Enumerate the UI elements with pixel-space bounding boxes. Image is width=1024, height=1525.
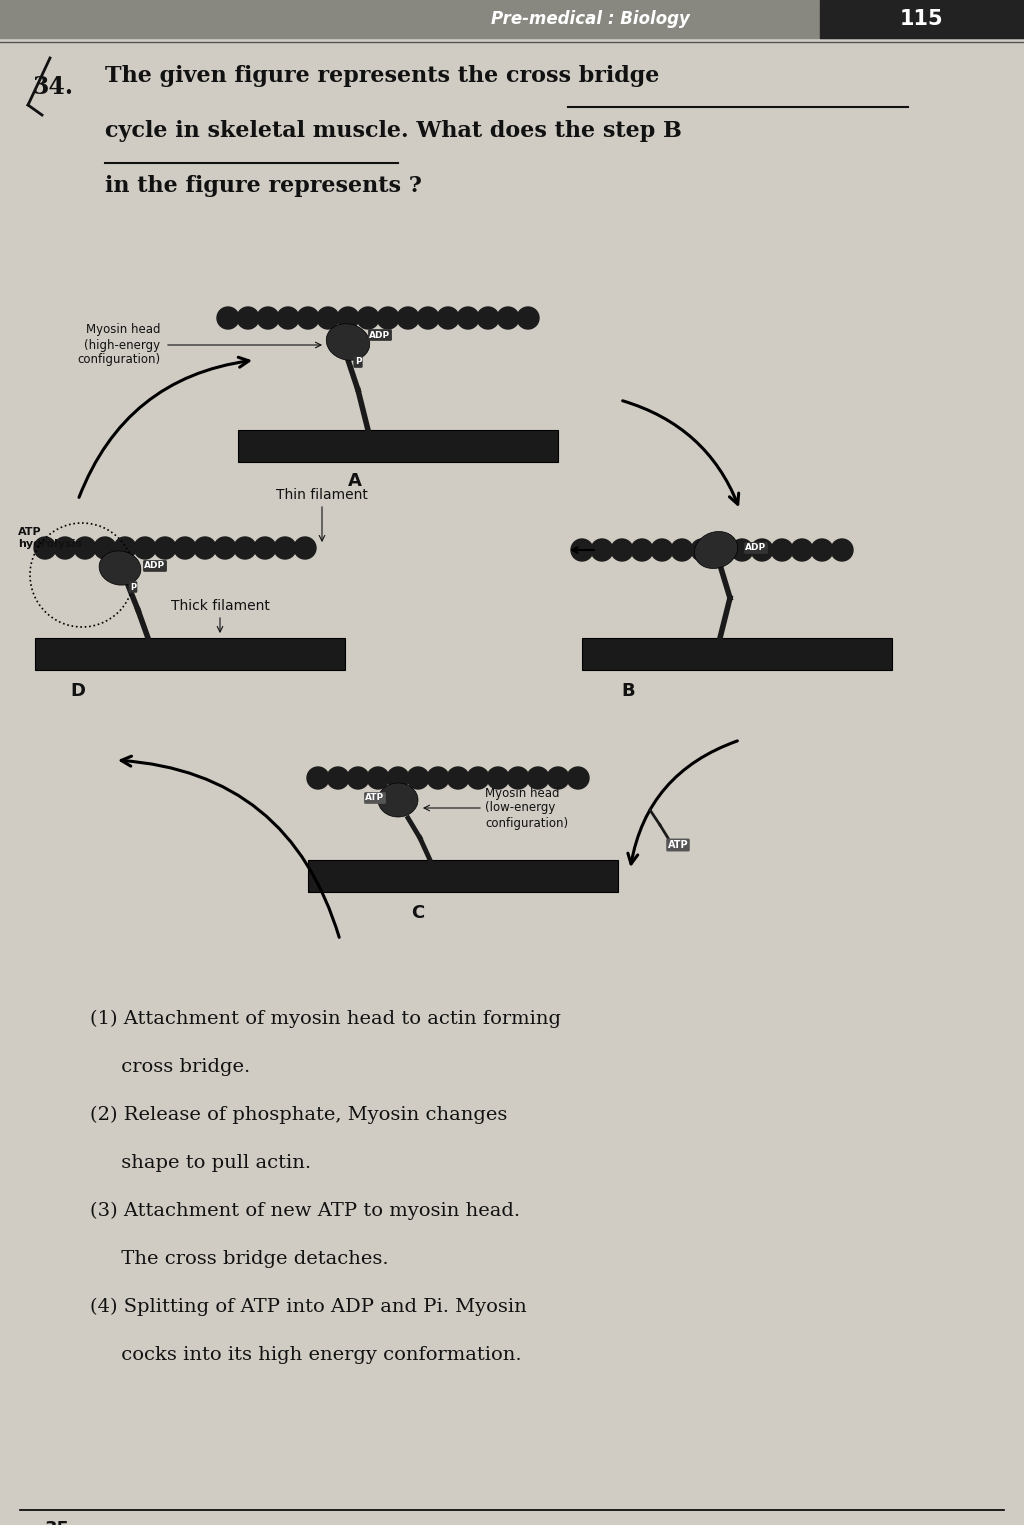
Ellipse shape (694, 532, 737, 569)
Text: (2) Release of phosphate, Myosin changes: (2) Release of phosphate, Myosin changes (90, 1106, 507, 1124)
Circle shape (114, 537, 136, 560)
Circle shape (367, 767, 389, 788)
Bar (238, 430, 558, 462)
Circle shape (507, 767, 529, 788)
Circle shape (94, 537, 116, 560)
Circle shape (417, 307, 439, 329)
Text: Myosin head
(high-energy
configuration): Myosin head (high-energy configuration) (77, 323, 160, 366)
Circle shape (771, 538, 793, 561)
Circle shape (327, 767, 349, 788)
Circle shape (337, 307, 359, 329)
Text: in the figure represents ?: in the figure represents ? (105, 175, 422, 197)
Circle shape (254, 537, 276, 560)
Circle shape (377, 307, 399, 329)
Bar (582, 637, 892, 669)
Circle shape (194, 537, 216, 560)
Circle shape (437, 307, 459, 329)
Circle shape (274, 537, 296, 560)
Circle shape (611, 538, 633, 561)
Text: (1) Attachment of myosin head to actin forming: (1) Attachment of myosin head to actin f… (90, 1010, 561, 1028)
Text: ADP: ADP (745, 543, 767, 552)
Circle shape (457, 307, 479, 329)
Text: (3) Attachment of new ATP to myosin head.: (3) Attachment of new ATP to myosin head… (90, 1202, 520, 1220)
Circle shape (731, 538, 753, 561)
Text: 35.: 35. (45, 1520, 77, 1525)
Circle shape (567, 767, 589, 788)
Text: D: D (71, 682, 85, 700)
Circle shape (237, 307, 259, 329)
Circle shape (214, 537, 236, 560)
Bar (35, 637, 345, 669)
Circle shape (154, 537, 176, 560)
Circle shape (527, 767, 549, 788)
Text: cycle in skeletal muscle. What does the step B: cycle in skeletal muscle. What does the … (105, 120, 682, 142)
Text: cocks into its high energy conformation.: cocks into its high energy conformation. (90, 1347, 521, 1363)
Circle shape (278, 307, 299, 329)
Circle shape (347, 767, 369, 788)
Bar (308, 860, 618, 892)
Text: The cross bridge detaches.: The cross bridge detaches. (90, 1250, 389, 1267)
Circle shape (54, 537, 76, 560)
Text: (4) Splitting of ATP into ADP and Pi. Myosin: (4) Splitting of ATP into ADP and Pi. My… (90, 1298, 526, 1316)
Circle shape (591, 538, 613, 561)
Circle shape (427, 767, 449, 788)
Circle shape (651, 538, 673, 561)
Circle shape (257, 307, 279, 329)
Text: shape to pull actin.: shape to pull actin. (90, 1154, 311, 1173)
Circle shape (547, 767, 569, 788)
Text: Myosin head
(low-energy
configuration): Myosin head (low-energy configuration) (485, 787, 568, 830)
Text: C: C (412, 904, 425, 923)
Circle shape (294, 537, 316, 560)
Ellipse shape (99, 551, 141, 586)
Circle shape (174, 537, 196, 560)
Circle shape (317, 307, 339, 329)
Text: P: P (130, 583, 136, 592)
Text: ATP: ATP (668, 840, 688, 849)
Circle shape (447, 767, 469, 788)
Circle shape (571, 538, 593, 561)
Ellipse shape (327, 323, 370, 360)
Text: B: B (622, 682, 635, 700)
Text: cross bridge.: cross bridge. (90, 1058, 250, 1077)
Circle shape (487, 767, 509, 788)
Circle shape (307, 767, 329, 788)
Circle shape (791, 538, 813, 561)
Circle shape (34, 537, 56, 560)
Circle shape (497, 307, 519, 329)
Circle shape (134, 537, 156, 560)
Circle shape (74, 537, 96, 560)
Circle shape (357, 307, 379, 329)
Circle shape (234, 537, 256, 560)
Circle shape (477, 307, 499, 329)
Circle shape (467, 767, 489, 788)
Circle shape (751, 538, 773, 561)
Circle shape (631, 538, 653, 561)
Text: 115: 115 (900, 9, 944, 29)
Ellipse shape (378, 782, 418, 817)
Text: ATP: ATP (366, 793, 385, 802)
Text: Thick filament: Thick filament (171, 599, 269, 613)
Circle shape (217, 307, 239, 329)
Circle shape (397, 307, 419, 329)
Text: ADP: ADP (144, 561, 166, 570)
Circle shape (297, 307, 319, 329)
Circle shape (831, 538, 853, 561)
Text: A: A (348, 473, 361, 490)
Text: The given figure represents the cross bridge: The given figure represents the cross br… (105, 66, 659, 87)
Circle shape (517, 307, 539, 329)
Text: ADP: ADP (370, 331, 390, 340)
Text: Pre-medical : Biology: Pre-medical : Biology (490, 11, 689, 27)
Circle shape (407, 767, 429, 788)
Text: 34.: 34. (32, 75, 73, 99)
Text: P: P (354, 357, 361, 366)
Circle shape (711, 538, 733, 561)
Circle shape (671, 538, 693, 561)
Circle shape (811, 538, 833, 561)
Circle shape (691, 538, 713, 561)
Circle shape (387, 767, 409, 788)
Text: ATP
hydrolysis: ATP hydrolysis (18, 528, 82, 549)
Text: Thin filament: Thin filament (276, 488, 368, 502)
